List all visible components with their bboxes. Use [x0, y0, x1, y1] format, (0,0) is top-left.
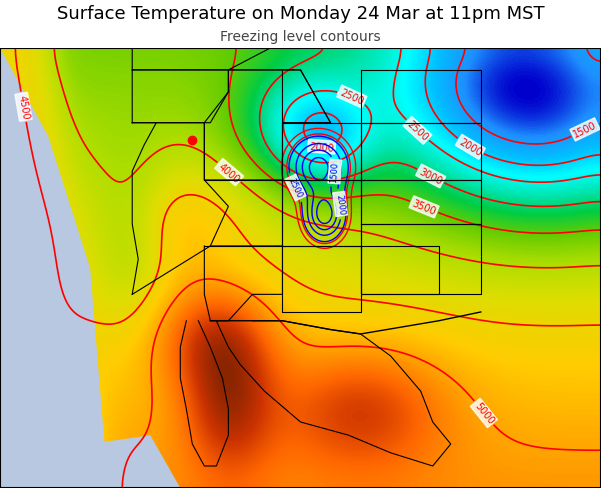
Text: 2500: 2500 [287, 177, 304, 200]
Text: 2500: 2500 [405, 119, 430, 143]
Text: Surface Temperature on Monday 24 Mar at 11pm MST: Surface Temperature on Monday 24 Mar at … [56, 5, 545, 22]
Text: 3500: 3500 [411, 198, 438, 217]
Text: 1500: 1500 [572, 121, 598, 140]
Text: 2500: 2500 [338, 88, 365, 107]
Text: 2000: 2000 [334, 194, 346, 216]
Text: 4000: 4000 [216, 161, 242, 184]
Text: Freezing level contours: Freezing level contours [220, 30, 381, 43]
Text: 2000: 2000 [457, 137, 483, 158]
Text: 2000: 2000 [309, 142, 334, 153]
Text: 4500: 4500 [16, 95, 31, 121]
Text: 3000: 3000 [418, 166, 444, 186]
Text: 5000: 5000 [472, 400, 495, 426]
Polygon shape [0, 49, 108, 488]
Polygon shape [0, 422, 180, 488]
Text: 1500: 1500 [329, 162, 340, 183]
